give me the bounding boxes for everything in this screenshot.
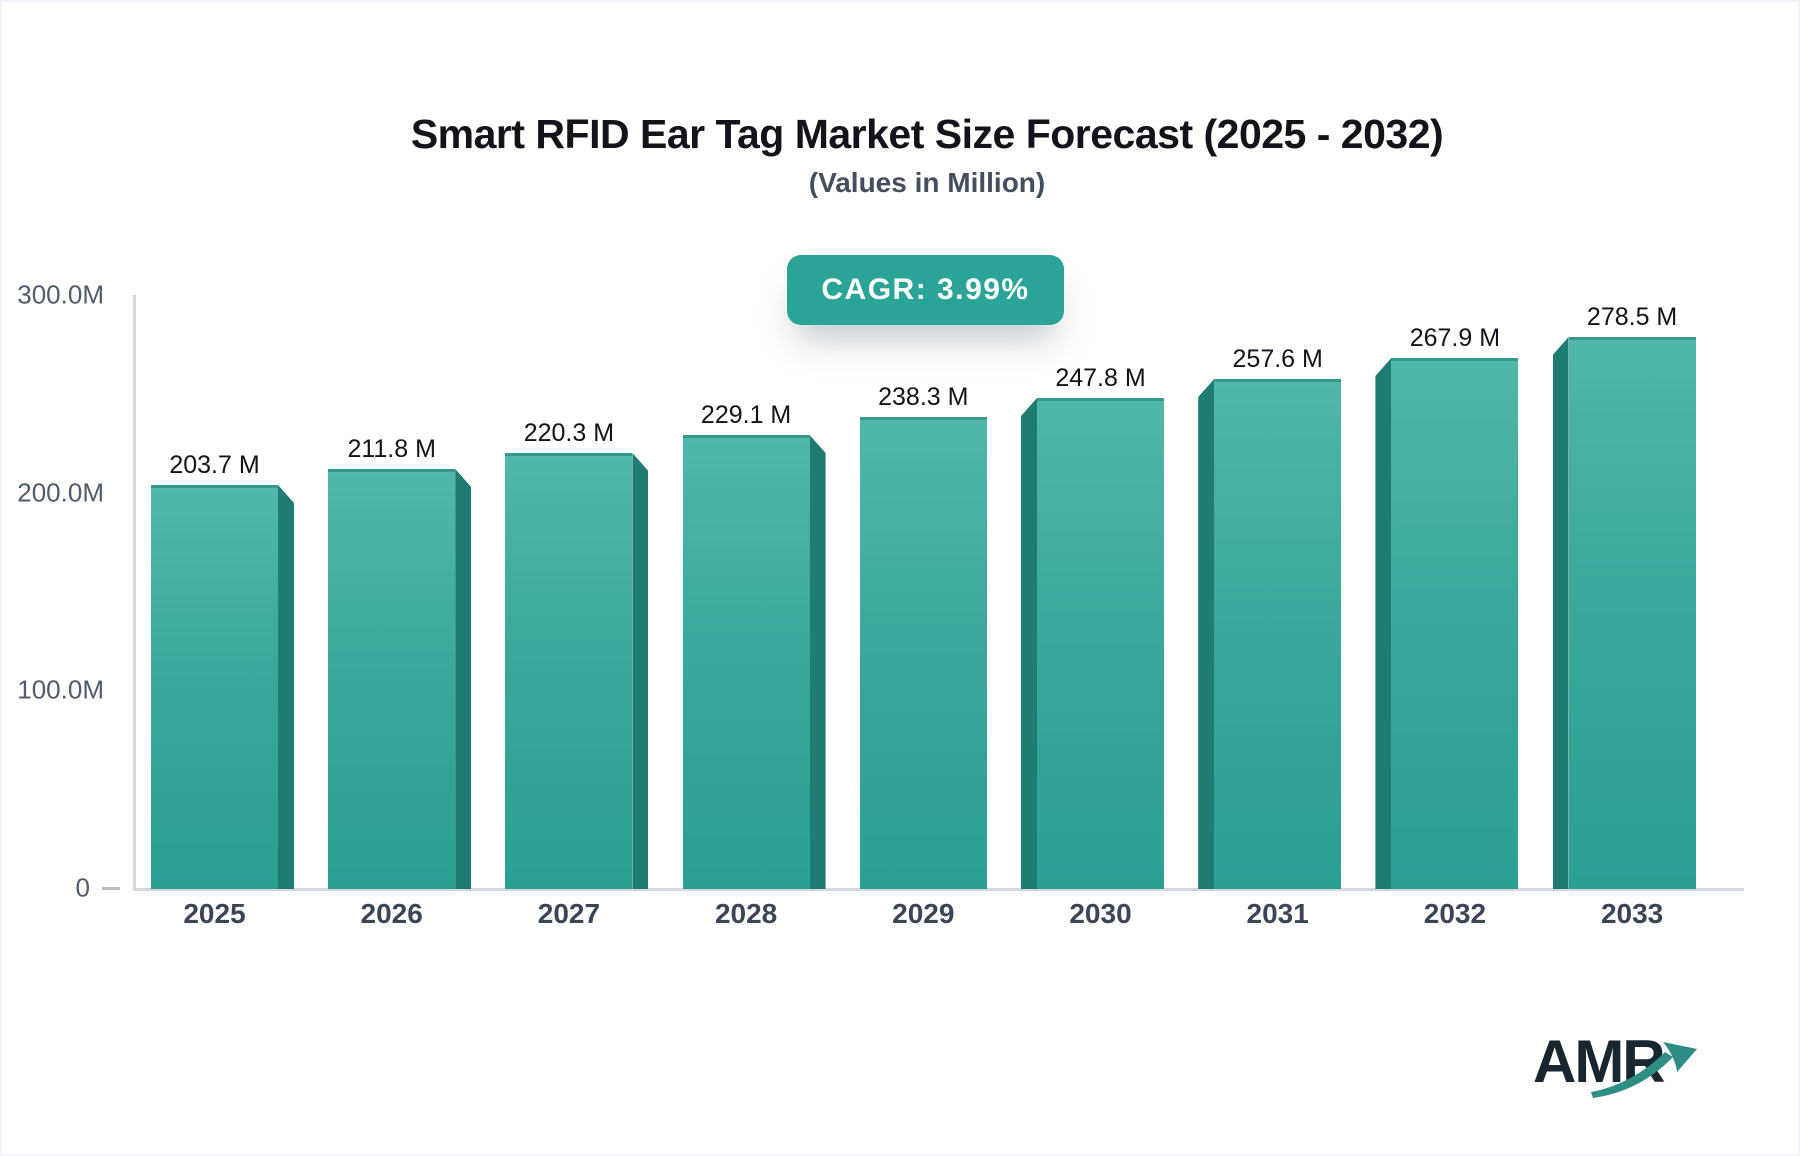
bar-2026 (328, 469, 456, 889)
x-tick-label: 2031 (1246, 898, 1309, 929)
y-tick-label: 0 (75, 872, 90, 903)
bar-2027 (505, 453, 633, 889)
zero-tick-mark (102, 887, 120, 890)
x-tick-label: 2026 (360, 898, 423, 929)
amr-logo: AMR (1533, 1032, 1713, 1132)
y-tick-label: 100.0M (17, 674, 104, 705)
bar-2033 (1568, 337, 1696, 889)
bar-2032-side (1375, 358, 1392, 889)
bar-2032 (1391, 358, 1519, 889)
bar-2026-side (455, 469, 472, 889)
bar-2028 (682, 435, 810, 889)
bar-value-label: 238.3 M (878, 383, 969, 411)
bar-2029 (859, 417, 987, 889)
y-axis-line (133, 295, 136, 888)
bar-value-label: 229.1 M (700, 401, 792, 429)
bar-value-label: 267.9 M (1409, 324, 1501, 352)
bar-2030-side (1021, 398, 1037, 889)
bar-2030 (1037, 398, 1164, 889)
growth-arrow-icon (1591, 1042, 1697, 1098)
bar-2027-side (632, 453, 649, 889)
amr-logo-text: AMR (1533, 1028, 1666, 1095)
cagr-badge-label: CAGR: 3.99% (821, 273, 1030, 306)
x-tick-label: 2025 (183, 898, 246, 929)
bar-2031-side (1198, 379, 1215, 889)
bar-2028-side (809, 435, 826, 889)
x-tick-label: 2027 (537, 898, 601, 929)
bar-value-label: 247.8 M (1055, 364, 1146, 392)
chart-title: Smart RFID Ear Tag Market Size Forecast … (410, 111, 1444, 157)
y-tick-label: 200.0M (17, 477, 104, 508)
bar-value-label: 211.8 M (347, 435, 436, 463)
x-tick-label: 2029 (892, 898, 955, 929)
bar-2033-side (1552, 337, 1569, 889)
chart-subtitle: (Values in Million) (808, 167, 1046, 198)
bar-2031 (1214, 379, 1342, 889)
bar-value-label: 203.7 M (169, 451, 260, 479)
x-tick-label: 2033 (1600, 898, 1664, 929)
cagr-badge: CAGR: 3.99% (787, 255, 1064, 325)
x-axis-line (133, 888, 1744, 891)
x-tick-label: 2030 (1069, 898, 1132, 929)
bar-2025 (151, 485, 278, 889)
bar-value-label: 278.5 M (1586, 303, 1678, 331)
bar-value-label: 257.6 M (1232, 345, 1323, 373)
x-tick-label: 2028 (714, 898, 778, 929)
y-tick-label: 300.0M (17, 279, 104, 310)
x-tick-label: 2032 (1423, 898, 1487, 929)
bar-2025-side (278, 485, 294, 889)
bar-value-label: 220.3 M (523, 419, 615, 447)
